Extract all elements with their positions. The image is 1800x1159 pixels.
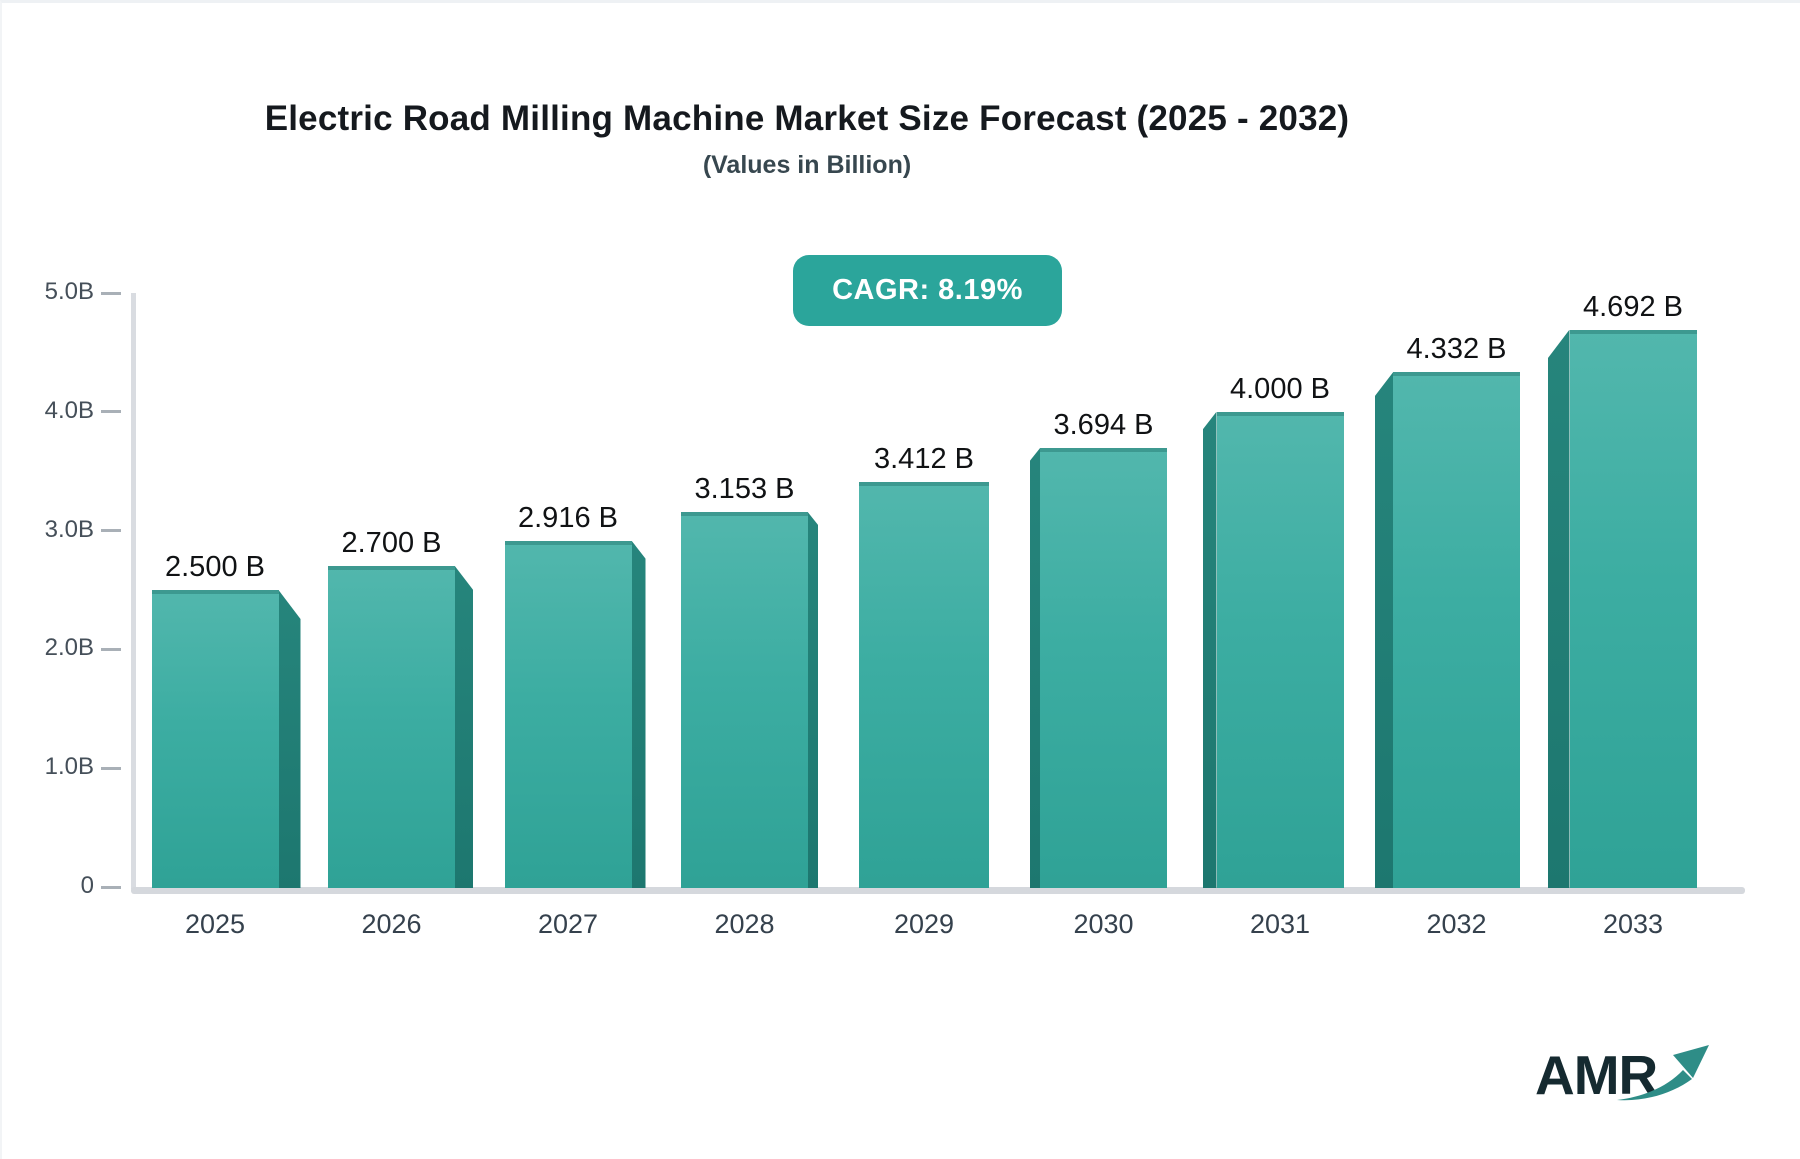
bar-2028[interactable]: [681, 512, 808, 888]
bar-2031[interactable]: [1216, 411, 1344, 888]
y-tick-label: 2.0B: [44, 634, 94, 662]
bar-value-label-2031: 4.000 B: [1230, 372, 1330, 405]
bar-value-label-2027: 2.916 B: [518, 501, 618, 534]
y-tick-label: 0: [80, 872, 94, 899]
bar-side-2032: [1375, 372, 1393, 888]
bar-side-2027: [631, 540, 646, 888]
bar-side-2028: [808, 512, 818, 888]
bar-side-2026: [455, 566, 473, 888]
cagr-badge: CAGR: 8.19%: [793, 255, 1062, 326]
bar-value-label-2032: 4.332 B: [1406, 333, 1507, 366]
y-tick-dash: [101, 766, 121, 770]
bar-2033[interactable]: [1569, 329, 1697, 888]
bar-value-label-2028: 3.153 B: [694, 473, 795, 506]
x-tick-label-2025: 2025: [184, 909, 246, 939]
y-tick-label: 1.0B: [44, 753, 94, 781]
bar-value-label-2033: 4.692 B: [1583, 290, 1683, 323]
chart-header: Electric Road Milling Machine Market Siz…: [2, 99, 1612, 139]
y-tick-dash: [101, 291, 121, 295]
chart-subheader: (Values in Billion): [2, 151, 1612, 180]
x-axis-baseline: [131, 887, 1745, 894]
y-tick-label: 3.0B: [44, 515, 94, 543]
x-tick-label-2028: 2028: [714, 909, 775, 939]
bar-value-label-2026: 2.700 B: [341, 527, 442, 560]
y-tick-dash: [101, 529, 121, 533]
bar-2032[interactable]: [1393, 372, 1520, 888]
bar-side-2031: [1202, 411, 1217, 888]
chart-title: Electric Road Milling Machine Market Siz…: [264, 99, 1350, 138]
x-tick-label-2029: 2029: [893, 909, 955, 939]
bar-value-label-2025: 2.500 B: [165, 551, 265, 583]
bar-2030[interactable]: [1040, 448, 1167, 888]
brand-logo-text: AMR: [1535, 1044, 1658, 1106]
bar-value-label-2029: 3.412 B: [874, 442, 974, 475]
bar-2026[interactable]: [328, 566, 455, 888]
y-tick-dash: [101, 647, 121, 651]
trending-up-arrow-icon: [1617, 1045, 1709, 1101]
x-tick-label-2026: 2026: [361, 909, 422, 939]
x-tick-label-2032: 2032: [1426, 909, 1487, 939]
y-tick-label: 4.0B: [44, 396, 94, 424]
bar-2025[interactable]: [151, 590, 279, 888]
y-axis-line: [131, 293, 136, 889]
chart-subtitle: (Values in Billion): [702, 151, 912, 179]
y-tick-label: 5.0B: [44, 278, 94, 305]
bar-value-label-2030: 3.694 B: [1053, 409, 1154, 442]
y-tick-dash: [101, 410, 121, 414]
bar-side-2033: [1547, 329, 1570, 888]
bar-side-2025: [278, 590, 301, 888]
x-tick-label-2030: 2030: [1073, 909, 1134, 939]
x-tick-label-2033: 2033: [1602, 909, 1664, 939]
x-tick-label-2031: 2031: [1249, 909, 1311, 939]
x-tick-label-2027: 2027: [537, 909, 599, 939]
bar-2027[interactable]: [504, 540, 632, 888]
bar-2029[interactable]: [859, 481, 989, 888]
cagr-badge-label: CAGR: 8.19%: [832, 274, 1023, 306]
bar-side-2030: [1030, 448, 1040, 888]
y-tick-dash: [101, 885, 121, 889]
